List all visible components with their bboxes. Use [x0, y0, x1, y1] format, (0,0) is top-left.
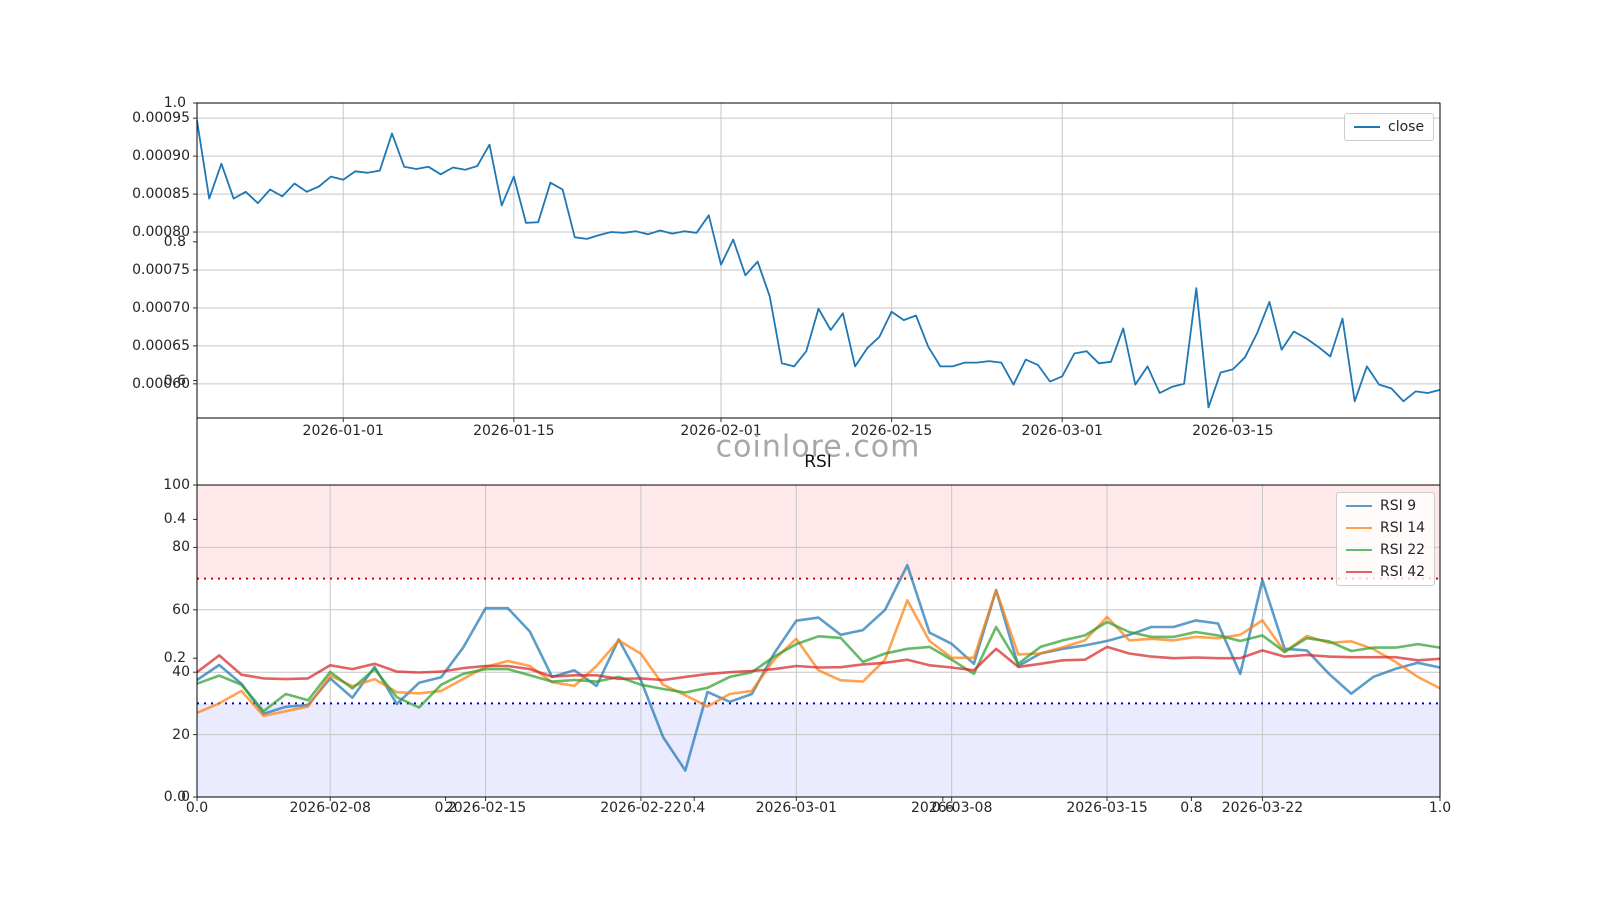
- legend-label: RSI 22: [1380, 542, 1426, 558]
- series-rsi-14: [196, 588, 1441, 718]
- overlay-y-tick-label: 1.0: [163, 95, 186, 111]
- legend-label: RSI 9: [1380, 498, 1417, 514]
- legend-line-sample: [1346, 527, 1372, 529]
- x-tick-label: 2026-03-01: [755, 800, 837, 816]
- overlay-y-tick-label: 0.6: [163, 372, 186, 389]
- y-tick-label: 60: [172, 601, 190, 618]
- overlay-x-tick-label: 0.0: [185, 800, 209, 816]
- y-tick-label: 0.00070: [132, 299, 190, 316]
- legend-label: close: [1388, 119, 1425, 135]
- x-tick-label: 2026-03-08: [910, 800, 993, 816]
- overlay-y-tick-label: 0.0: [163, 789, 186, 805]
- x-tick-label: 2026-01-01: [302, 423, 384, 439]
- legend-label: RSI 42: [1380, 564, 1426, 580]
- y-tick-label: 100: [163, 477, 190, 493]
- x-tick-label: 2026-01-15: [473, 423, 555, 439]
- y-tick-label: 0.00095: [132, 110, 190, 127]
- legend-label: RSI 14: [1380, 520, 1426, 536]
- rsi-panel-title: RSI: [804, 452, 832, 472]
- y-tick-label: 0: [181, 789, 190, 805]
- y-tick-label: 0.00085: [132, 186, 190, 203]
- price-legend: close: [1344, 113, 1435, 141]
- y-tick-label: 20: [172, 726, 190, 743]
- band: [197, 703, 1440, 797]
- legend-item: close: [1354, 118, 1424, 136]
- overlay-x-tick-label: 0.4: [683, 800, 706, 816]
- overlay-x-tick-label: 0.8: [1180, 800, 1203, 816]
- legend-item: RSI 9: [1346, 497, 1425, 515]
- x-tick-label: 2026-02-08: [289, 800, 371, 816]
- legend-item: RSI 42: [1346, 563, 1425, 581]
- x-tick-label: 2026-02-01: [680, 423, 762, 439]
- watermark: coinlore.com: [715, 429, 921, 465]
- legend-line-sample: [1354, 126, 1380, 128]
- y-tick-label: 80: [172, 539, 190, 556]
- x-tick-label: 2026-02-15: [850, 423, 933, 439]
- axes-frame: [196, 484, 1441, 798]
- x-tick-label: 2026-03-15: [1192, 423, 1274, 439]
- overlay-y-tick-label: 0.8: [163, 233, 186, 250]
- series-rsi-22: [196, 620, 1441, 713]
- x-tick-label: 2026-02-22: [600, 800, 682, 816]
- overlay-y-tick-label: 0.2: [163, 650, 186, 667]
- overlay-x-tick-label: 1.0: [1428, 800, 1452, 816]
- x-tick-label: 2026-02-15: [444, 800, 527, 816]
- legend-line-sample: [1346, 571, 1372, 573]
- overlay-x-tick-label: 0.6: [931, 800, 954, 816]
- legend-item: RSI 14: [1346, 519, 1425, 537]
- y-tick-label: 0.00065: [132, 337, 190, 354]
- x-tick-label: 2026-03-15: [1066, 800, 1148, 816]
- y-tick-label: 40: [172, 664, 190, 681]
- overlay-x-tick-label: 0.2: [434, 800, 457, 816]
- x-tick-label: 2026-03-01: [1021, 423, 1103, 439]
- x-tick-label: 2026-03-22: [1221, 800, 1304, 816]
- y-tick-label: 0.00080: [132, 224, 190, 241]
- overlay-y-tick-label: 0.4: [163, 511, 186, 528]
- axes-frame: [196, 102, 1441, 419]
- series-rsi-42: [196, 645, 1441, 682]
- y-tick-label: 0.00090: [132, 148, 190, 165]
- legend-item: RSI 22: [1346, 541, 1425, 559]
- legend-line-sample: [1346, 505, 1372, 507]
- y-tick-label: 0.00075: [132, 261, 190, 278]
- rsi-legend: RSI 9 RSI 14 RSI 22 RSI 42: [1336, 492, 1436, 586]
- legend-line-sample: [1346, 549, 1372, 551]
- band: [197, 485, 1440, 579]
- y-tick-label: 0.00060: [132, 375, 190, 392]
- series-close: [196, 120, 1441, 409]
